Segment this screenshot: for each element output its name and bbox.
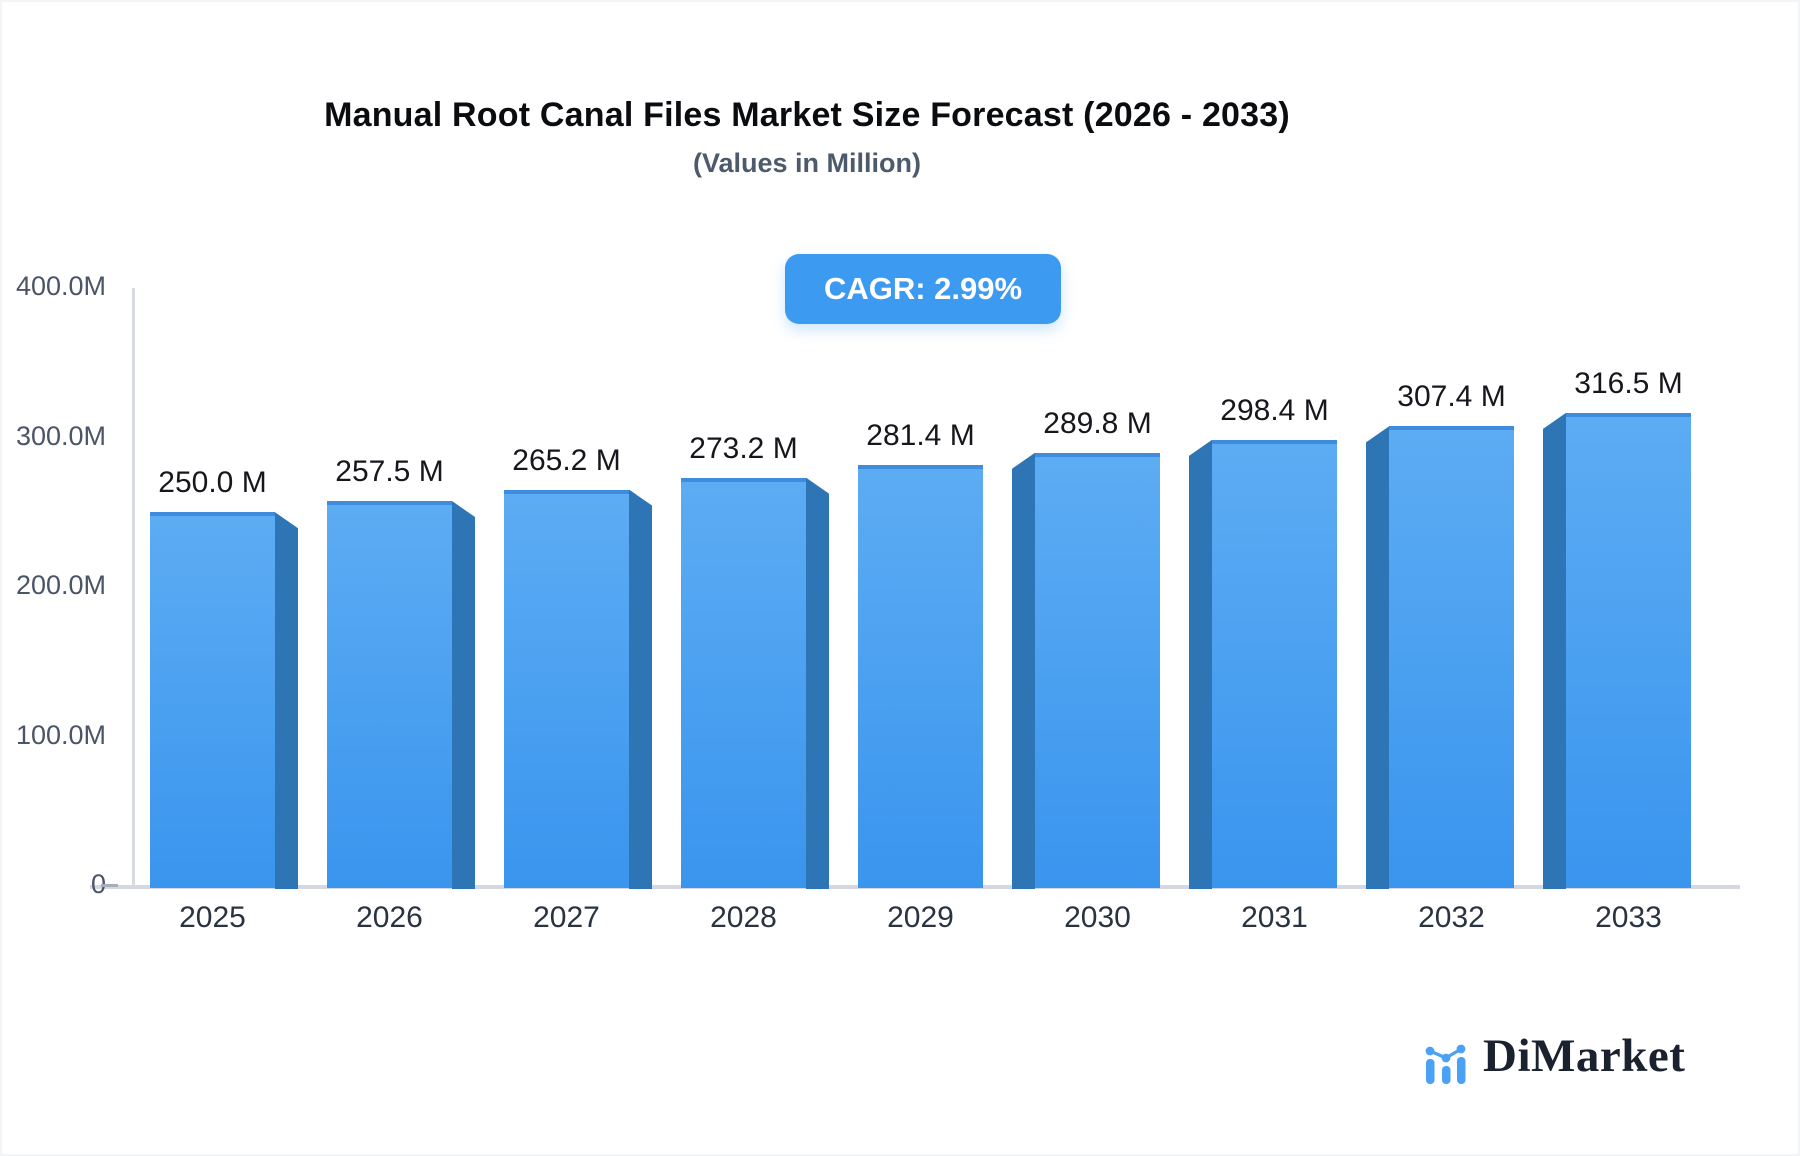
bar-2032[interactable]: [1389, 426, 1514, 888]
bar-2033[interactable]: [1566, 412, 1691, 888]
y-axis-label: 400.0M: [15, 271, 106, 301]
bar-value-label: 281.4 M: [866, 419, 975, 453]
bar-side-face-2032[interactable]: [1366, 426, 1389, 889]
y-axis-label: 100.0M: [15, 719, 106, 750]
x-axis-label: 2033: [1595, 901, 1662, 934]
x-axis-label: 2027: [533, 901, 600, 934]
bar-value-label: 289.8 M: [1043, 406, 1152, 440]
cagr-badge: CAGR: 2.99%: [785, 254, 1061, 324]
bar-2030[interactable]: [1035, 452, 1160, 888]
zero-tick-mark: [101, 884, 118, 887]
bar-2025[interactable]: [150, 512, 275, 888]
bar-side-face-2028[interactable]: [806, 477, 829, 889]
bar-side-face-2031[interactable]: [1189, 439, 1212, 889]
x-axis-label: 2029: [887, 901, 954, 934]
dimarket-logo-text: DiMarket: [1483, 1030, 1686, 1082]
y-axis-label: 200.0M: [15, 570, 106, 600]
y-axis-label: 0: [90, 869, 106, 899]
bar-value-label: 307.4 M: [1397, 380, 1506, 414]
x-axis-label: 2028: [710, 901, 777, 934]
y-axis-line: [132, 288, 135, 886]
bar-side-face-2025[interactable]: [275, 512, 298, 889]
bar-2029[interactable]: [858, 465, 983, 888]
bar-2028[interactable]: [681, 477, 806, 888]
x-axis-label: 2031: [1241, 901, 1308, 934]
bar-value-label: 257.5 M: [335, 455, 444, 489]
bar-value-label: 265.2 M: [512, 443, 621, 477]
bar-value-label: 250.0 M: [158, 466, 267, 500]
bar-value-label: 273.2 M: [689, 431, 798, 465]
dimarket-logo: DiMarket: [1424, 1026, 1685, 1086]
bar-chart-trend-icon: [1425, 1044, 1466, 1084]
bar-value-label: 316.5 M: [1574, 366, 1683, 400]
x-axis-label: 2030: [1064, 901, 1131, 934]
bar-2026[interactable]: [327, 501, 452, 888]
bar-side-face-2033[interactable]: [1543, 412, 1566, 889]
bar-side-face-2030[interactable]: [1012, 452, 1035, 889]
x-axis-label: 2032: [1418, 901, 1485, 934]
y-axis-label: 300.0M: [15, 420, 106, 451]
bar-side-face-2026[interactable]: [452, 501, 475, 889]
chart-header: Manual Root Canal Files Market Size Fore…: [0, 96, 1614, 179]
chart-title: Manual Root Canal Files Market Size Fore…: [324, 96, 1290, 134]
chart-subtitle: (Values in Million): [692, 148, 922, 178]
x-axis-label: 2026: [356, 901, 423, 934]
bar-2031[interactable]: [1212, 439, 1337, 888]
x-axis-label: 2025: [179, 901, 246, 934]
bar-value-label: 298.4 M: [1220, 393, 1329, 427]
bar-side-face-2027[interactable]: [629, 489, 652, 889]
bar-2027[interactable]: [504, 489, 629, 888]
